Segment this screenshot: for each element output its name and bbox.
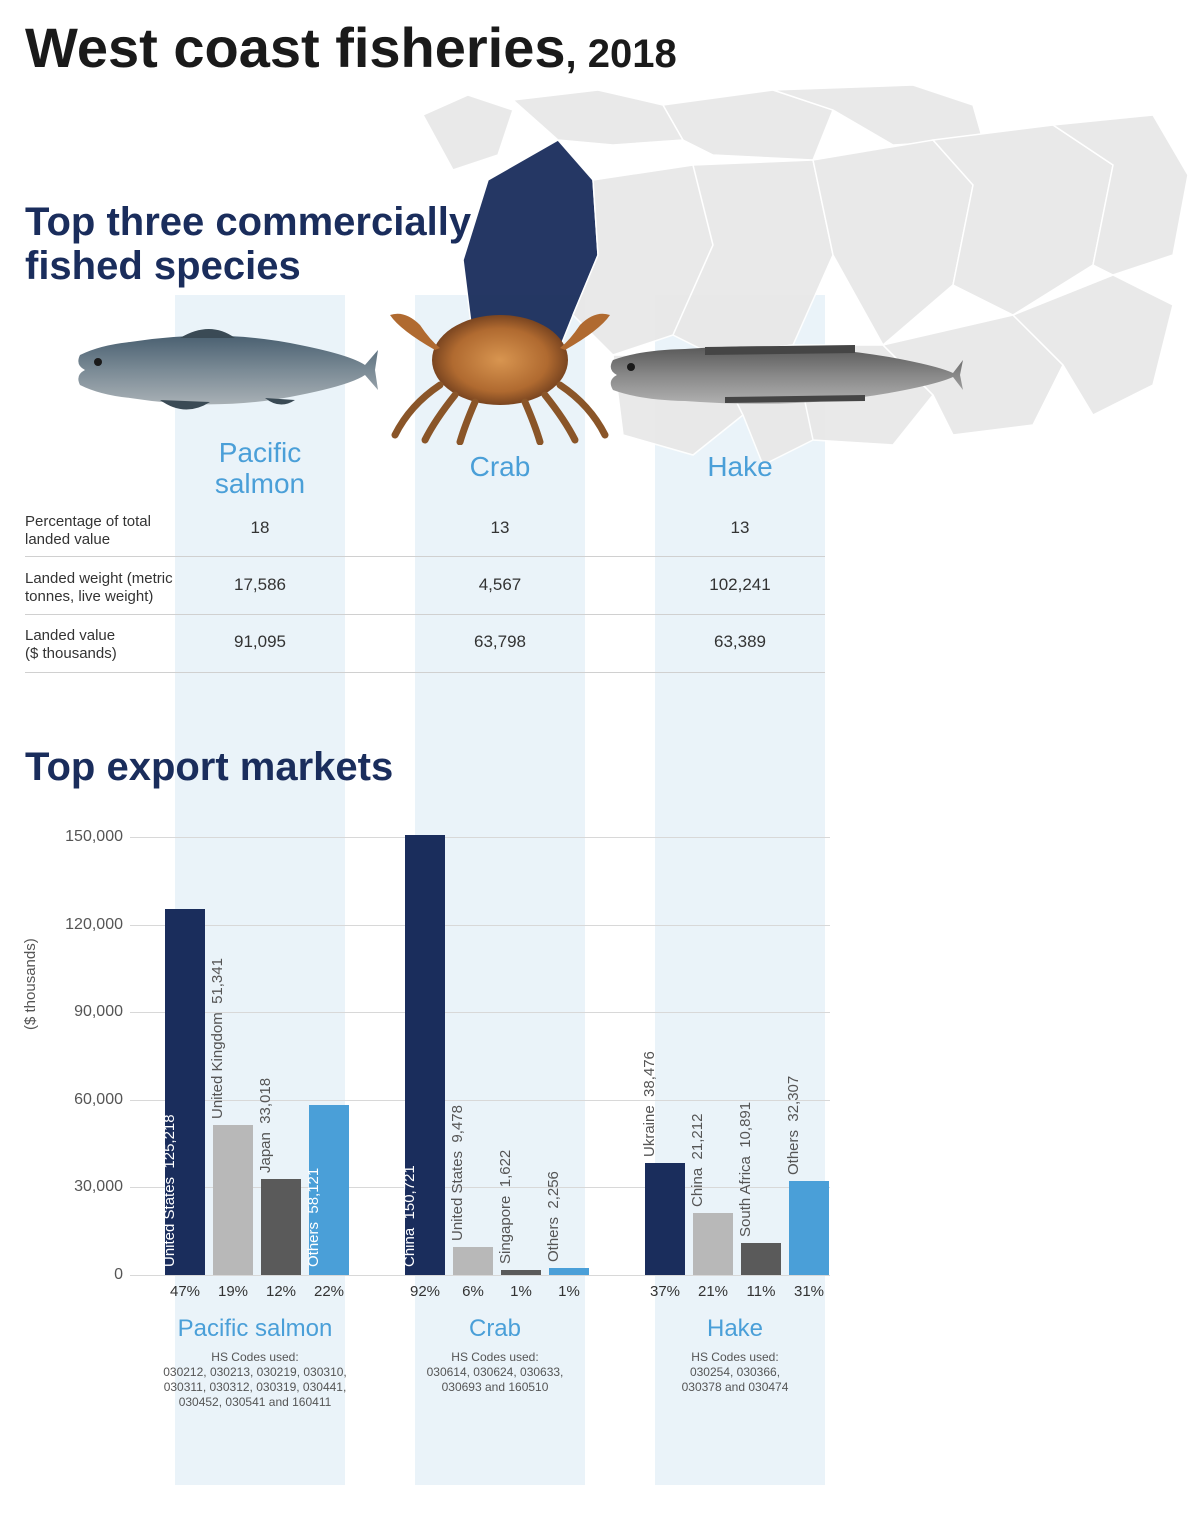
table-cell: 13 (655, 518, 825, 538)
species-name-1: Pacificsalmon (175, 438, 345, 500)
chart-group-label: Crab (395, 1315, 595, 1343)
bar-pct: 31% (789, 1283, 829, 1300)
bar-pct: 19% (213, 1283, 253, 1300)
bar-label: Japan 33,018 (257, 1077, 274, 1172)
bar-pct: 6% (453, 1283, 493, 1300)
bar: China 21,212 (693, 1213, 733, 1275)
row-label-pct: Percentage of totallanded value (25, 513, 175, 549)
bar-pct: 92% (405, 1283, 445, 1300)
subtitle-species: Top three commerciallyfished species (25, 200, 471, 288)
page-title: West coast fisheries, 2018 (25, 15, 677, 80)
y-gridline (130, 837, 830, 838)
table-divider (25, 614, 825, 615)
bar: Singapore 1,622 (501, 1270, 541, 1275)
crab-illustration (380, 300, 620, 445)
table-cell: 63,798 (415, 632, 585, 652)
table-cell: 63,389 (655, 632, 825, 652)
hs-codes: HS Codes used:030614, 030624, 030633,030… (385, 1350, 605, 1395)
species-name-3: Hake (655, 452, 825, 483)
y-tick-label: 150,000 (65, 828, 123, 846)
title-text: West coast fisheries (25, 16, 566, 79)
bar: Others 58,121 (309, 1105, 349, 1275)
bar: United States 9,478 (453, 1247, 493, 1275)
table-cell: 91,095 (175, 632, 345, 652)
row-label-value: Landed value($ thousands) (25, 627, 175, 663)
bar-label: United Kingdom 51,341 (209, 958, 226, 1119)
row-label-weight: Landed weight (metrictonnes, live weight… (25, 570, 175, 606)
bar-label: China 150,721 (401, 1165, 418, 1267)
bar: Japan 33,018 (261, 1179, 301, 1275)
bar-label: China 21,212 (689, 1114, 706, 1207)
y-tick-label: 30,000 (65, 1178, 123, 1196)
y-tick-label: 60,000 (65, 1091, 123, 1109)
hs-codes: HS Codes used:030254, 030366,030378 and … (625, 1350, 845, 1395)
bar: Ukraine 38,476 (645, 1163, 685, 1275)
bar: China 150,721 (405, 835, 445, 1275)
bar-label: United States 125,218 (161, 1114, 178, 1267)
y-axis-label: ($ thousands) (22, 938, 39, 1030)
bar-pct: 1% (549, 1283, 589, 1300)
bar-pct: 1% (501, 1283, 541, 1300)
y-tick-label: 0 (65, 1266, 123, 1284)
y-gridline (130, 1012, 830, 1013)
subtitle-export: Top export markets (25, 745, 393, 790)
title-year: , 2018 (566, 32, 677, 76)
y-tick-label: 120,000 (65, 916, 123, 934)
bar-pct: 11% (741, 1283, 781, 1300)
table-cell: 18 (175, 518, 345, 538)
bar: Others 32,307 (789, 1181, 829, 1275)
table-cell: 13 (415, 518, 585, 538)
y-gridline (130, 925, 830, 926)
bar-pct: 22% (309, 1283, 349, 1300)
bar-pct: 37% (645, 1283, 685, 1300)
bar: South Africa 10,891 (741, 1243, 781, 1275)
y-gridline (130, 1275, 830, 1276)
species-name-2: Crab (415, 452, 585, 483)
chart-group-label: Pacific salmon (155, 1315, 355, 1343)
salmon-illustration (70, 310, 380, 430)
bar: United States 125,218 (165, 909, 205, 1275)
bar-label: Others 2,256 (545, 1172, 562, 1263)
table-divider (25, 672, 825, 673)
hake-illustration (605, 325, 965, 425)
table-cell: 17,586 (175, 575, 345, 595)
bar-label: South Africa 10,891 (737, 1102, 754, 1237)
bar-label: Singapore 1,622 (497, 1150, 514, 1264)
bar-pct: 47% (165, 1283, 205, 1300)
table-cell: 102,241 (655, 575, 825, 595)
bar-pct: 12% (261, 1283, 301, 1300)
bar-label: United States 9,478 (449, 1105, 466, 1241)
bar-label: Others 32,307 (785, 1075, 802, 1174)
bar: Others 2,256 (549, 1268, 589, 1275)
table-cell: 4,567 (415, 575, 585, 595)
y-tick-label: 90,000 (65, 1003, 123, 1021)
bar: United Kingdom 51,341 (213, 1125, 253, 1275)
table-divider (25, 556, 825, 557)
bar-label: Others 58,121 (305, 1168, 322, 1267)
bar-pct: 21% (693, 1283, 733, 1300)
hs-codes: HS Codes used:030212, 030213, 030219, 03… (145, 1350, 365, 1410)
bar-label: Ukraine 38,476 (641, 1051, 658, 1157)
chart-group-label: Hake (635, 1315, 835, 1343)
y-gridline (130, 1100, 830, 1101)
